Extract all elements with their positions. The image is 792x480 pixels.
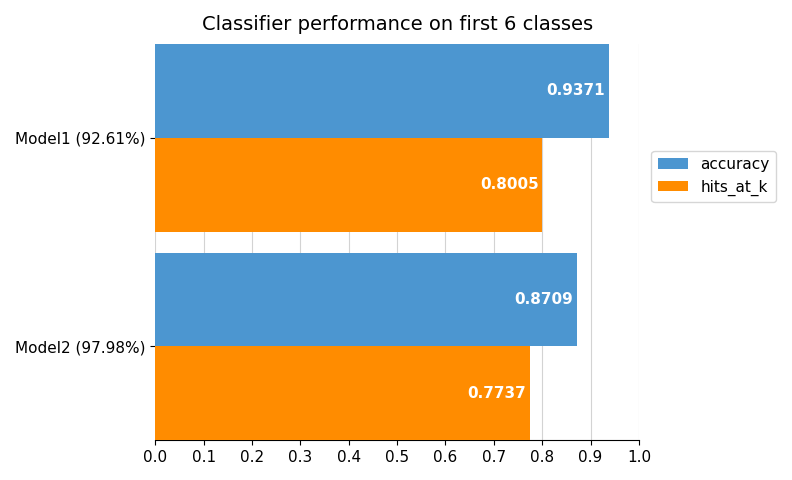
Bar [155,44,608,138]
Bar [155,138,543,232]
Title: Classifier performance on first 6 classes: Classifier performance on first 6 classe… [201,15,592,34]
Text: 0.8709: 0.8709 [514,292,573,307]
Bar [155,347,530,440]
Text: 0.7737: 0.7737 [466,386,526,401]
Text: 0.9371: 0.9371 [546,84,604,98]
Text: 0.8005: 0.8005 [480,177,539,192]
Bar [155,252,577,347]
Legend: accuracy, hits_at_k: accuracy, hits_at_k [652,151,775,202]
